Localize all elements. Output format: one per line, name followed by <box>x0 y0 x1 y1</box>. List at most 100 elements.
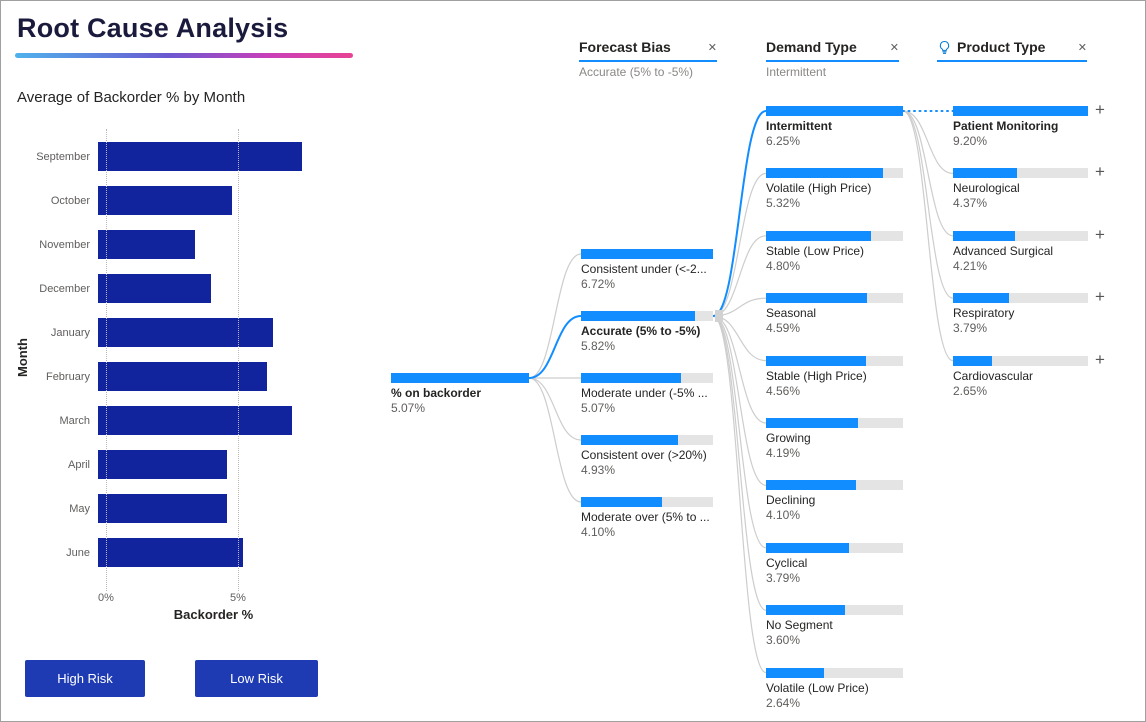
tree-node-label: Patient Monitoring <box>953 119 1059 133</box>
low-risk-button[interactable]: Low Risk <box>195 660 318 697</box>
expand-plus-icon[interactable]: + <box>1095 162 1105 182</box>
tree-node[interactable]: Respiratory 3.79% + <box>953 288 1105 336</box>
tree-node[interactable]: Growing 4.19% <box>766 418 903 460</box>
bar-area <box>98 311 313 355</box>
node-bar-track <box>766 168 903 179</box>
expand-plus-icon[interactable]: + <box>1095 287 1105 307</box>
tree-node[interactable]: Patient Monitoring 9.20% + <box>953 101 1105 148</box>
node-bar-track <box>581 249 713 259</box>
tree-node-label: Cardiovascular <box>953 368 1034 383</box>
tree-node[interactable]: Neurological 4.37% + <box>953 163 1105 210</box>
expand-plus-icon[interactable]: + <box>1095 224 1105 244</box>
tree-node-label: Consistent under (<-2... <box>581 262 707 276</box>
month-bar[interactable] <box>98 450 227 479</box>
month-bar[interactable] <box>98 406 292 435</box>
node-bar-fill <box>953 355 992 366</box>
node-bar-track <box>766 230 903 241</box>
close-icon[interactable]: ✕ <box>1077 41 1087 54</box>
tree-node-label: No Segment <box>766 618 833 633</box>
bar-area <box>98 443 313 487</box>
tree-node[interactable]: Cardiovascular 2.65% + <box>953 351 1105 398</box>
tree-node-label: Accurate (5% to -5%) <box>581 324 701 338</box>
month-label: April <box>67 459 90 471</box>
bar-chart-row: June <box>9 531 321 575</box>
bar-chart-row: December <box>9 267 321 311</box>
tree-node[interactable]: Consistent under (<-2... 6.72% <box>581 249 713 291</box>
tree-node-value: 4.21% <box>953 258 988 273</box>
node-bar-track <box>953 293 1088 304</box>
expand-plus-icon[interactable]: + <box>1095 100 1105 119</box>
tree-node-label: Moderate under (-5% ... <box>581 386 708 400</box>
node-bar-track <box>766 355 903 366</box>
bar-chart-row: November <box>9 223 321 267</box>
page-title: Root Cause Analysis <box>17 13 289 43</box>
month-bar[interactable] <box>98 142 303 171</box>
tree-node-value: 5.07% <box>391 401 426 415</box>
tree-node-label: Stable (Low Price) <box>766 243 865 258</box>
tree-node-label: Seasonal <box>766 306 817 321</box>
tree-node[interactable]: Accurate (5% to -5%) 5.82% <box>581 310 723 353</box>
node-bar-fill <box>391 373 529 383</box>
tree-node[interactable]: Stable (Low Price) 4.80% <box>766 230 903 273</box>
node-bar-fill <box>953 293 1009 304</box>
node-bar-track <box>581 311 713 321</box>
node-bar-fill <box>953 106 1088 116</box>
tree-node[interactable]: Moderate under (-5% ... 5.07% <box>581 373 713 415</box>
tree-node-label: Neurological <box>953 181 1020 196</box>
lightbulb-icon <box>939 40 950 54</box>
month-label: November <box>39 239 90 251</box>
selected-node-handle <box>715 310 723 322</box>
tree-node[interactable]: Advanced Surgical 4.21% + <box>953 226 1105 273</box>
month-bar[interactable] <box>98 494 227 523</box>
node-bar-track <box>766 480 903 491</box>
node-bar-fill <box>953 230 1015 241</box>
month-bar[interactable] <box>98 318 273 347</box>
month-bar[interactable] <box>98 274 211 303</box>
month-bar[interactable] <box>98 230 195 259</box>
close-icon[interactable]: ✕ <box>889 41 899 54</box>
tree-node-value: 3.79% <box>953 321 988 336</box>
month-bar[interactable] <box>98 186 233 215</box>
tree-node[interactable]: % on backorder 5.07% <box>391 373 529 415</box>
bar-area <box>98 135 313 179</box>
tree-header-forecast-bias: Forecast Bias ✕ <box>579 39 717 62</box>
tree-node[interactable]: Moderate over (5% to ... 4.10% <box>581 497 713 539</box>
node-bar-track <box>953 230 1088 241</box>
bar-area <box>98 399 313 443</box>
node-bar-fill <box>766 293 867 304</box>
tree-node[interactable]: Intermittent 6.25% <box>766 106 903 148</box>
tree-node[interactable]: Volatile (Low Price) 2.64% <box>766 667 903 710</box>
node-bar-fill <box>581 311 696 321</box>
tree-node[interactable]: Seasonal 4.59% <box>766 293 903 335</box>
bar-area <box>98 355 313 399</box>
month-bar[interactable] <box>98 538 244 567</box>
tree-node-value: 4.10% <box>766 508 801 523</box>
node-bar-fill <box>766 230 872 241</box>
tree-node[interactable]: Consistent over (>20%) 4.93% <box>581 435 713 477</box>
tree-node[interactable]: Cyclical 3.79% <box>766 542 903 585</box>
tree-node-label: Volatile (Low Price) <box>766 680 869 695</box>
month-bar[interactable] <box>98 362 268 391</box>
tree-node-value: 4.80% <box>766 258 801 273</box>
tree-node[interactable]: Declining 4.10% <box>766 480 903 522</box>
close-icon[interactable]: ✕ <box>707 41 717 54</box>
tree-header-product-type: Product Type ✕ <box>937 39 1087 62</box>
month-label: March <box>59 415 90 427</box>
tree-header-subtitle: Intermittent <box>766 65 827 79</box>
tree-node[interactable]: Volatile (High Price) 5.32% <box>766 168 903 210</box>
tree-node-label: Advanced Surgical <box>953 243 1054 258</box>
expand-plus-icon[interactable]: + <box>1095 349 1105 369</box>
bar-chart-rows: September October November December January F… <box>9 135 321 575</box>
node-bar-fill <box>766 480 856 491</box>
tree-node-label: Stable (High Price) <box>766 368 867 383</box>
tree-node-label: Growing <box>766 431 811 445</box>
bar-chart-row: October <box>9 179 321 223</box>
high-risk-button[interactable]: High Risk <box>25 660 145 697</box>
tree-node[interactable]: Stable (High Price) 4.56% <box>766 355 903 398</box>
header-label: Forecast Bias <box>579 39 671 55</box>
tree-node[interactable]: No Segment 3.60% <box>766 605 903 647</box>
tree-node-label: Volatile (High Price) <box>766 181 872 196</box>
bar-chart-row: April <box>9 443 321 487</box>
node-bar-fill <box>766 168 883 179</box>
bar-area <box>98 487 313 531</box>
